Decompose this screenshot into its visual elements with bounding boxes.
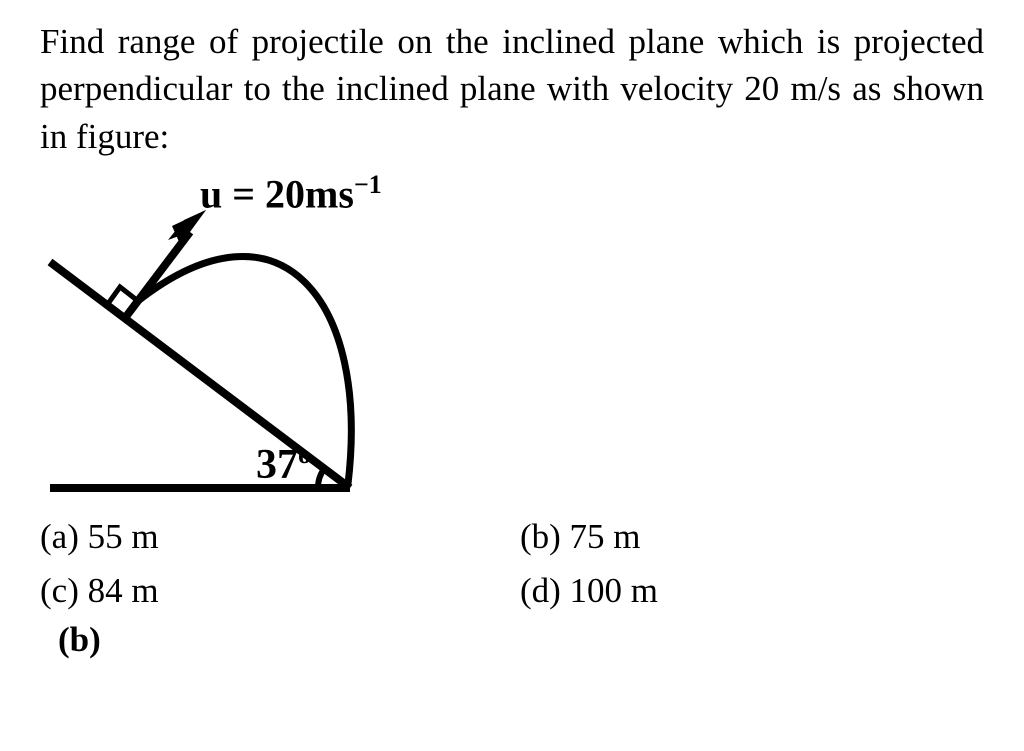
- angle-degree-symbol: o: [298, 440, 311, 469]
- projectile-figure: u = 20ms−1 37o: [30, 170, 550, 510]
- question-text: Find range of projectile on the inclined…: [40, 18, 984, 160]
- options-block: (a) 55 m (b) 75 m (c) 84 m (d) 100 m: [40, 510, 984, 619]
- velocity-label-exponent: −1: [354, 170, 382, 199]
- velocity-label-text: u = 20ms: [200, 171, 354, 216]
- option-a[interactable]: (a) 55 m: [40, 510, 520, 564]
- trajectory-arc: [138, 256, 351, 483]
- angle-value: 37: [256, 442, 298, 488]
- answer-key: (b): [40, 620, 984, 660]
- angle-label: 37o: [256, 440, 311, 489]
- option-d[interactable]: (d) 100 m: [520, 564, 920, 618]
- option-b[interactable]: (b) 75 m: [520, 510, 920, 564]
- option-c[interactable]: (c) 84 m: [40, 564, 520, 618]
- velocity-label: u = 20ms−1: [200, 170, 382, 217]
